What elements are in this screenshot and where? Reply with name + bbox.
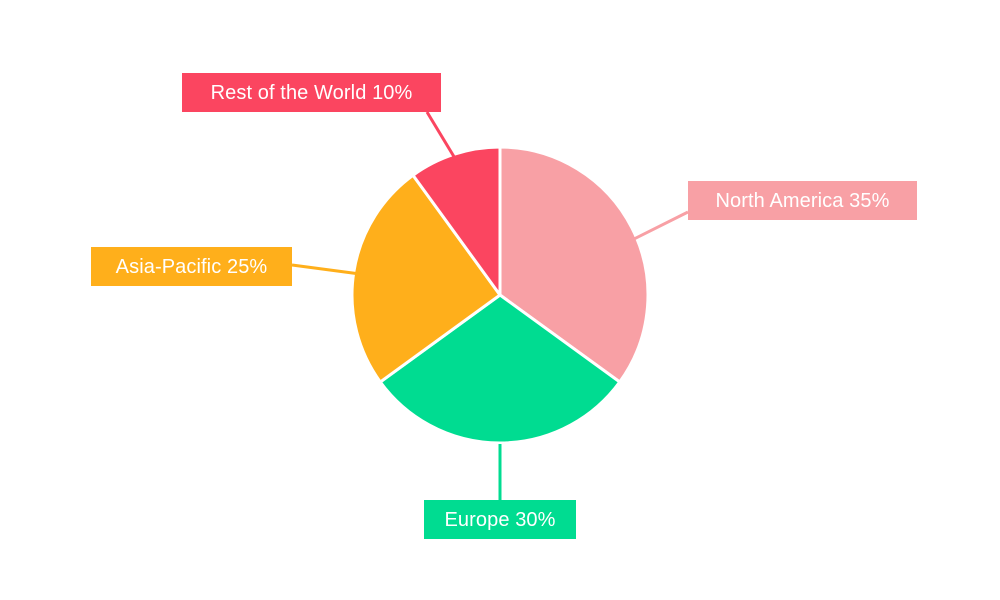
pie-slice-north-america[interactable] (498, 145, 650, 384)
pie-slice-europe[interactable] (378, 293, 622, 445)
pie-label-asia-pacific-text: Asia-Pacific 25% (115, 255, 268, 278)
pie-label-europe[interactable]: Europe 30% (424, 500, 576, 539)
leader-line-north-america (633, 210, 689, 241)
leader-lines-group (291, 111, 689, 500)
pie-label-europe-text: Europe 30% (444, 508, 556, 531)
pie-label-rest-of-the-world[interactable]: Rest of the World 10% (182, 73, 441, 112)
pie-label-rest-of-the-world-text: Rest of the World 10% (210, 81, 413, 104)
pie-label-north-america[interactable]: North America 35% (688, 181, 917, 220)
pie-label-asia-pacific[interactable]: Asia-Pacific 25% (91, 247, 292, 286)
leader-line-asia-pacific (291, 263, 361, 276)
pie-label-north-america-text: North America 35% (715, 189, 890, 212)
pie-slices-group (350, 145, 650, 445)
leader-line-rest-of-the-world (425, 111, 458, 161)
